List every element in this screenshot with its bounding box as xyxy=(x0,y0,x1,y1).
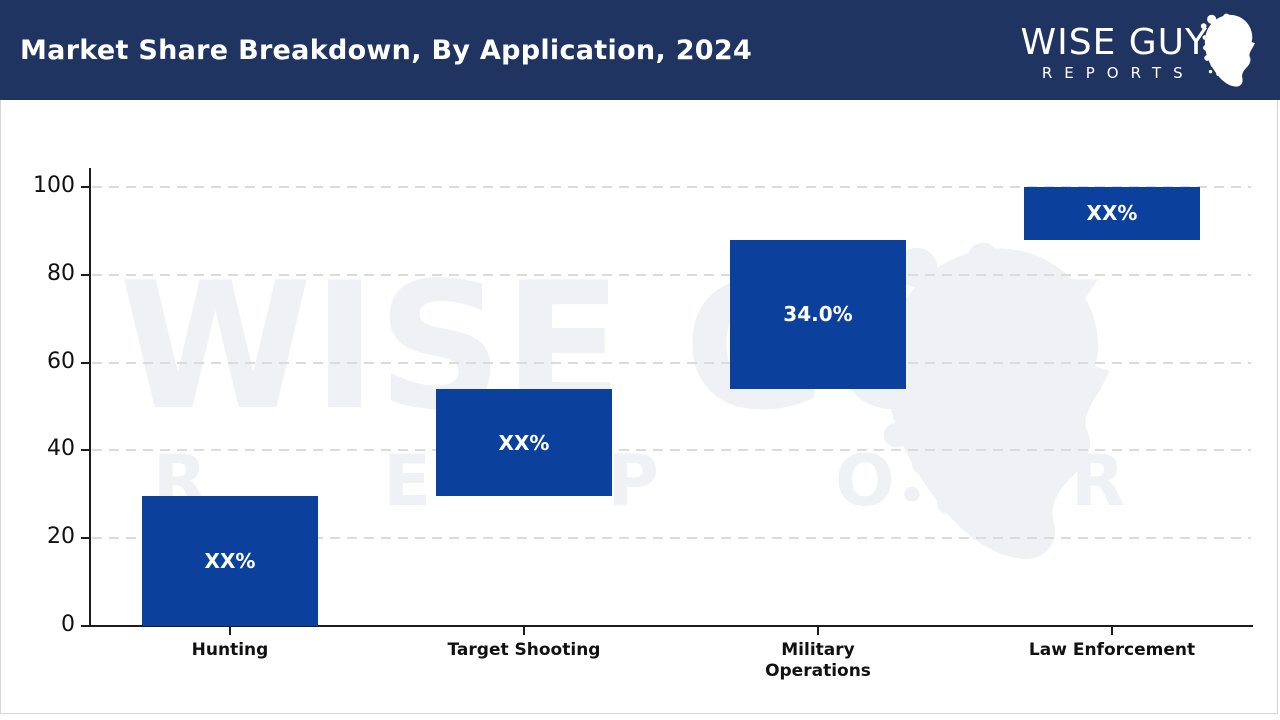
header-bar: Market Share Breakdown, By Application, … xyxy=(0,0,1280,100)
watermark-sub-wordmark: R E P O R T S xyxy=(153,440,1277,522)
gridline-20 xyxy=(92,537,1251,540)
bar-segment: 34.0% xyxy=(730,239,906,389)
bar-value-label: XX% xyxy=(498,430,550,455)
logo-wordmark: WISE GUY REPORTS xyxy=(1020,21,1209,82)
bar-segment: XX% xyxy=(142,496,318,626)
y-tick-mark xyxy=(81,449,89,452)
y-tick-label: 100 xyxy=(33,173,75,198)
x-axis-line xyxy=(89,625,1253,627)
logo-name-text: WISE GUY xyxy=(1020,21,1208,63)
wise-guy-logo: WISE GUY REPORTS xyxy=(1021,6,1273,94)
y-tick-mark xyxy=(81,361,89,364)
gridline-40 xyxy=(92,449,1251,452)
bar-segment: XX% xyxy=(1024,187,1200,240)
y-tick-label: 60 xyxy=(47,348,75,374)
logo-sub-text: REPORTS xyxy=(1041,63,1195,82)
bar-segment: XX% xyxy=(436,388,612,497)
y-tick-mark xyxy=(81,537,89,540)
y-tick-mark xyxy=(81,186,89,188)
y-tick-mark xyxy=(81,273,89,276)
x-tick-mark xyxy=(523,627,525,635)
x-category-label: Target Shooting xyxy=(447,640,601,660)
y-tick-label: 0 xyxy=(61,612,75,637)
x-tick-mark xyxy=(817,627,819,635)
logo-face-icon xyxy=(1200,13,1255,87)
x-tick-mark xyxy=(229,627,231,635)
gridline-60 xyxy=(92,361,1251,364)
y-tick-label: 80 xyxy=(47,260,75,286)
bar-value-label: XX% xyxy=(204,549,256,574)
gridline-100 xyxy=(92,186,1251,188)
y-tick-mark xyxy=(81,625,89,627)
y-tick-label: 20 xyxy=(47,524,75,550)
x-category-label: Military Operations xyxy=(765,640,871,681)
page-title: Market Share Breakdown, By Application, … xyxy=(20,35,753,66)
x-category-label: Hunting xyxy=(191,640,269,660)
x-tick-mark xyxy=(1111,627,1113,635)
y-axis-line xyxy=(89,168,91,627)
chart-card: WISE GUY R E P O R T S 020406080100XX%Hu… xyxy=(0,100,1278,714)
bar-value-label: XX% xyxy=(1086,201,1138,226)
y-tick-label: 40 xyxy=(47,436,75,462)
gridline-80 xyxy=(92,273,1251,276)
x-category-label: Law Enforcement xyxy=(1028,640,1196,660)
bar-value-label: 34.0% xyxy=(783,302,853,327)
